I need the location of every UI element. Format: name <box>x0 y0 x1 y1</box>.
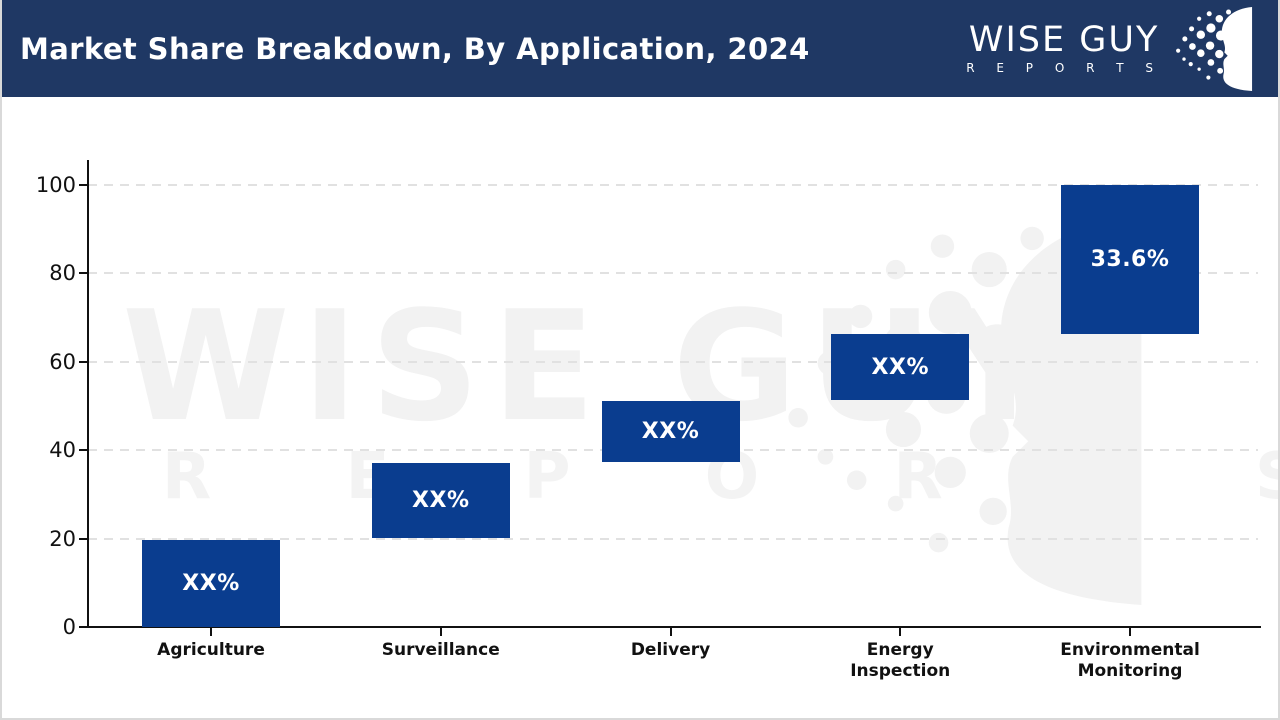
logo-sub-text: R E P O R T S <box>966 61 1162 75</box>
y-axis-tick-label: 0 <box>62 615 76 639</box>
x-axis-tick <box>899 628 902 636</box>
x-axis-category-label: Delivery <box>630 640 711 660</box>
gridline <box>88 184 1258 186</box>
y-axis-tick <box>79 537 88 540</box>
gridline <box>88 360 1258 363</box>
logo-brand-text: WISE GUY <box>968 20 1160 60</box>
wise-guy-reports-logo: WISE GUY R E P O R T S <box>966 6 1256 91</box>
y-axis-tick-label: 40 <box>49 438 76 463</box>
x-axis-tick <box>210 628 212 636</box>
bar-value-label: XX% <box>641 418 700 444</box>
bar-environmental-monitoring: 33.6% <box>1061 185 1199 334</box>
y-axis-tick-label: 80 <box>49 261 76 286</box>
y-axis-tick <box>79 272 88 275</box>
bar-surveillance: XX% <box>371 462 510 539</box>
y-axis-tick <box>79 360 88 363</box>
y-axis-tick-label: 100 <box>35 173 76 197</box>
x-axis-category-label: Surveillance <box>381 640 500 660</box>
logo-face-icon <box>1176 6 1253 91</box>
y-axis-tick <box>79 184 88 186</box>
x-axis-tick <box>439 628 442 636</box>
x-axis-category-label: Agriculture <box>157 640 265 660</box>
y-axis-line <box>87 160 89 627</box>
y-axis-tick <box>79 449 88 452</box>
bar-agriculture: XX% <box>142 539 280 627</box>
y-axis-tick <box>79 626 88 628</box>
logo-text: WISE GUY R E P O R T S <box>966 20 1162 75</box>
bar-value-label: XX% <box>412 487 470 513</box>
bar-value-label: XX% <box>182 570 240 596</box>
y-axis-tick-label: 20 <box>49 526 76 551</box>
bar-value-label: 33.6% <box>1090 246 1170 272</box>
x-axis-category-label: Environmental Monitoring <box>1060 640 1200 682</box>
bar-energy-inspection: XX% <box>831 334 970 401</box>
header: Market Share Breakdown, By Application, … <box>0 0 1280 97</box>
x-axis-tick <box>669 628 672 636</box>
x-axis-category-label: Energy Inspection <box>850 640 951 682</box>
y-axis-tick-label: 60 <box>49 349 76 374</box>
chart-title: Market Share Breakdown, By Application, … <box>20 31 810 66</box>
gridline <box>88 537 1258 540</box>
bar-value-label: XX% <box>871 354 929 380</box>
gridline <box>88 272 1258 275</box>
x-axis-line <box>87 626 1261 628</box>
bar-delivery: XX% <box>601 401 740 462</box>
x-axis-tick <box>1129 628 1131 636</box>
